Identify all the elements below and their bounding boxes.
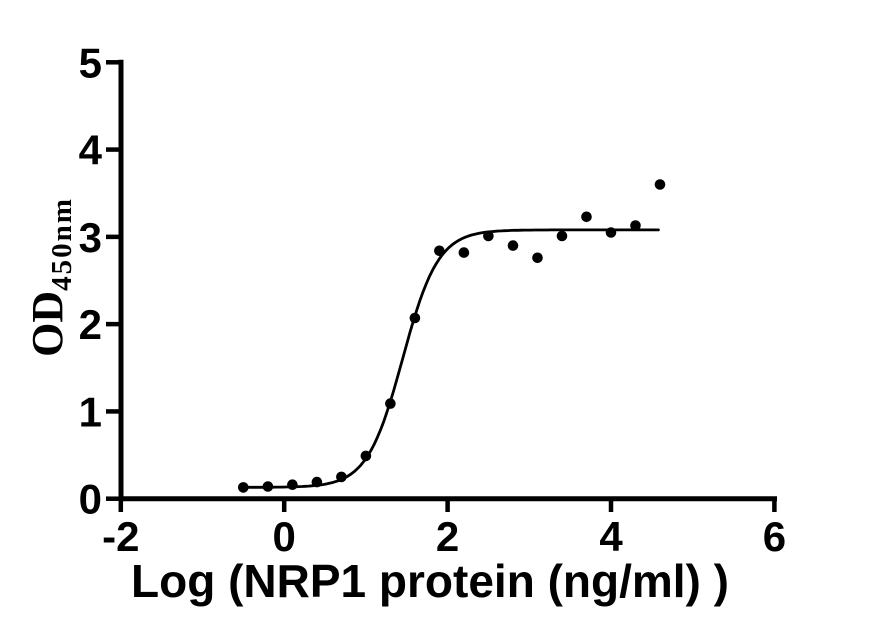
x-tick-label: 0: [273, 513, 296, 560]
x-axis-title: Log (NRP1 protein (ng/ml) ): [131, 555, 729, 607]
x-tick-label: 6: [763, 513, 786, 560]
data-point: [630, 220, 641, 231]
data-point: [458, 247, 470, 258]
y-tick-label: 0: [79, 476, 102, 523]
y-tick-label: 1: [79, 388, 102, 435]
data-point: [605, 227, 617, 238]
data-point: [507, 240, 519, 251]
data-point: [532, 252, 543, 264]
fit-curve-line: [241, 228, 660, 489]
data-point: [483, 230, 494, 242]
data-point: [409, 312, 421, 324]
x-tick-label: 2: [436, 513, 459, 560]
x-tick-label: 4: [599, 513, 623, 560]
data-point: [311, 476, 323, 488]
y-axis-title-subscript: 450nm: [46, 197, 78, 291]
data-point: [287, 479, 298, 491]
y-tick-label: 2: [79, 301, 102, 348]
data-point: [238, 482, 249, 493]
y-axis-title-main: OD: [23, 291, 72, 357]
x-axis-ticks: -2 0 2 4 6: [102, 498, 786, 560]
x-tick-label: -2: [102, 513, 139, 560]
y-tick-label: 3: [79, 214, 102, 261]
data-points: [238, 179, 666, 493]
data-point: [654, 179, 666, 190]
data-point: [262, 481, 274, 492]
data-point: [385, 398, 396, 409]
data-point: [360, 450, 372, 462]
data-point: [434, 245, 445, 257]
data-point: [556, 230, 568, 242]
y-tick-label: 4: [79, 127, 103, 174]
y-tick-label: 5: [79, 39, 102, 86]
y-axis-title: OD450nm: [23, 197, 78, 357]
y-axis-ticks: 0 1 2 3 4 5: [79, 39, 121, 523]
data-point: [336, 471, 347, 483]
data-point: [581, 211, 592, 223]
